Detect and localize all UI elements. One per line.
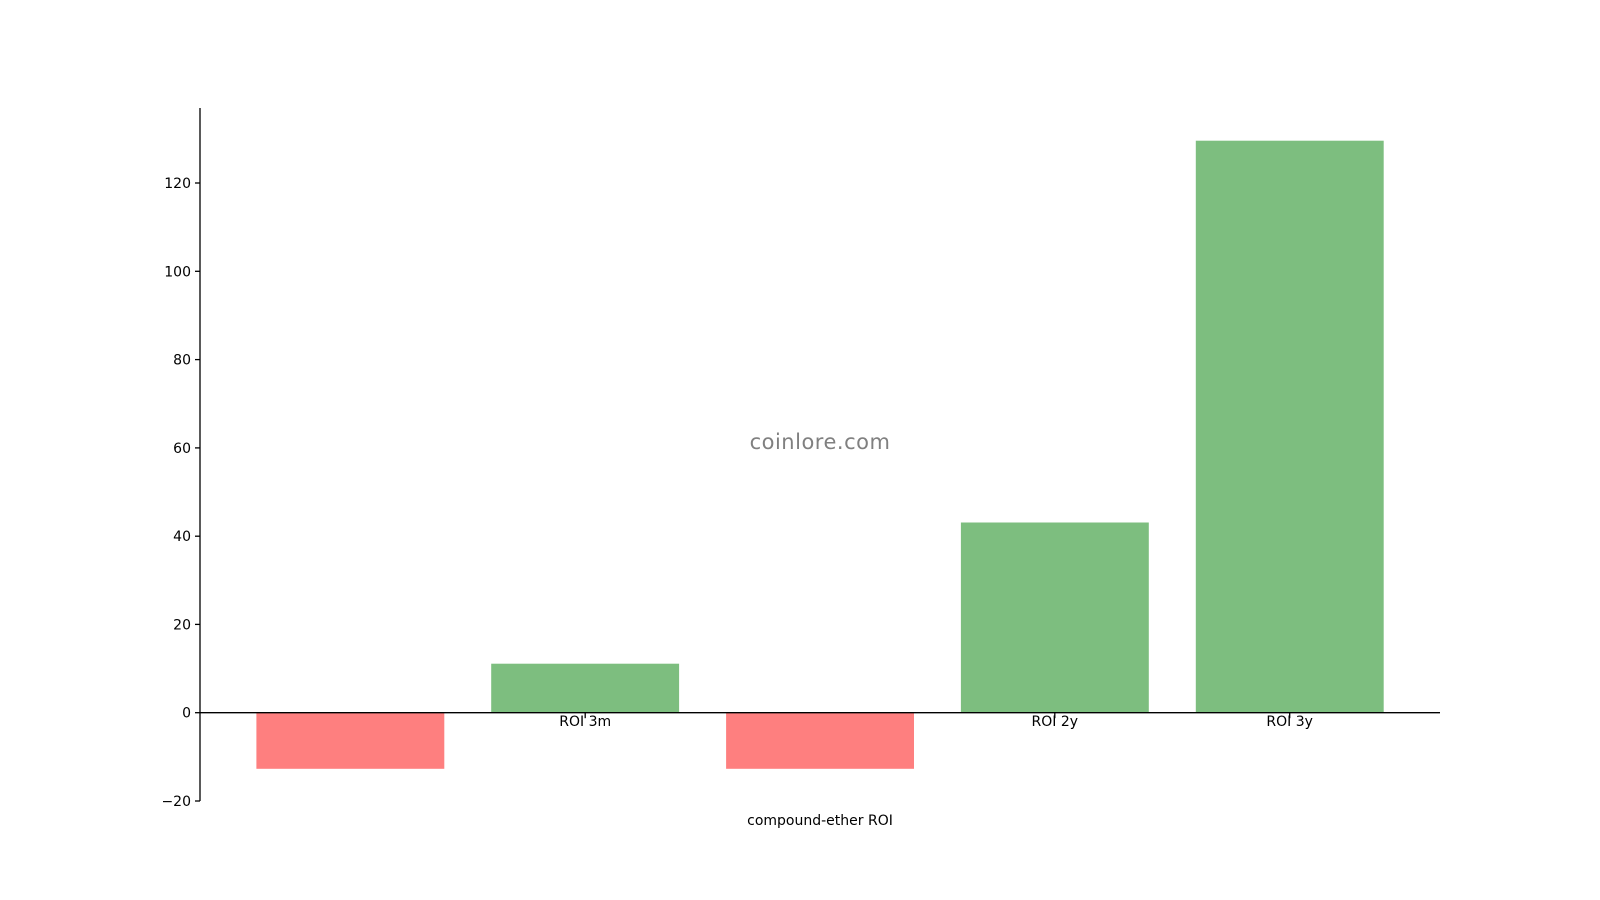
x-tick-label-roi-2y: ROI 2y — [1032, 714, 1079, 730]
y-tick-label--20: −20 — [161, 794, 191, 810]
y-tick-label-80: 80 — [173, 353, 191, 369]
bar-2 — [726, 712, 914, 769]
y-tick-label-40: 40 — [173, 529, 191, 545]
y-tick-label-0: 0 — [182, 706, 191, 722]
bar-roi-3m — [491, 663, 680, 713]
watermark: coinlore.com — [749, 430, 891, 454]
x-axis-title: compound-ether ROI — [747, 813, 893, 829]
bar-roi-2y — [960, 522, 1149, 713]
bar-0 — [256, 712, 445, 769]
bar-roi-3y — [1195, 140, 1384, 713]
x-tick-label-roi-3y: ROI 3y — [1266, 714, 1313, 730]
x-tick-label-roi-3m: ROI 3m — [559, 714, 611, 730]
y-tick-label-120: 120 — [164, 176, 191, 192]
y-tick-label-20: 20 — [173, 617, 191, 633]
y-tick-label-100: 100 — [164, 264, 191, 280]
y-tick-label-60: 60 — [173, 441, 191, 457]
